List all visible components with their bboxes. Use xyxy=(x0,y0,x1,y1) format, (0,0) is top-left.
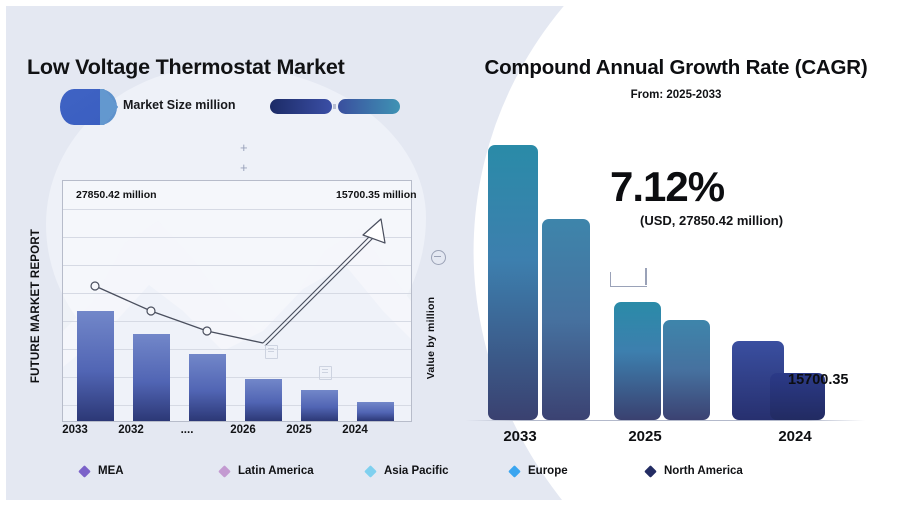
plus-icon: + xyxy=(240,140,248,155)
trend-marker xyxy=(202,326,212,336)
bar-2033-primary xyxy=(488,145,538,420)
legend-item-asia-pacific[interactable]: Asia Pacific xyxy=(364,464,449,478)
gridline xyxy=(63,209,411,210)
x-tick-2025: 2025 xyxy=(628,428,662,445)
growth-arrow-icon xyxy=(262,218,386,347)
pill-swatch-teal-icon xyxy=(338,99,400,114)
bar-2033 xyxy=(77,311,114,421)
gridline xyxy=(63,349,411,350)
x-tick-2033: 2033 xyxy=(503,428,537,445)
bracket-decoration xyxy=(610,272,647,287)
market-size-legend-label: Market Size million xyxy=(123,98,236,112)
x-tick-2024: 2024 xyxy=(342,424,368,436)
gridline xyxy=(63,237,411,238)
legend-item-europe[interactable]: Europe xyxy=(508,464,568,478)
legend-swatch-icon xyxy=(508,464,521,478)
bar-2033-secondary xyxy=(542,219,590,420)
document-icon xyxy=(265,345,278,359)
gridline xyxy=(63,377,411,378)
bracket-decoration xyxy=(645,268,647,285)
right-value-label: 15700.35 xyxy=(788,372,849,388)
minus-circle-icon xyxy=(431,250,446,265)
legend-item-mea[interactable]: MEA xyxy=(78,464,124,478)
pill-swatch-dark-icon xyxy=(270,99,332,114)
document-icon xyxy=(319,366,332,380)
cagr-value: 7.12% xyxy=(610,163,725,210)
legend-swatch-icon xyxy=(644,464,657,478)
right-chart-baseline xyxy=(465,420,865,421)
legend-item-latin-america[interactable]: Latin America xyxy=(218,464,314,478)
legend-swatch-icon xyxy=(364,464,377,478)
x-tick-2024: 2024 xyxy=(778,428,812,445)
bar-2025 xyxy=(301,390,338,421)
x-tick-2033: 2033 xyxy=(62,424,88,436)
market-size-badge-row: Market Size million xyxy=(60,89,400,125)
x-tick-ellipsis: .... xyxy=(180,424,194,436)
legend-label: Europe xyxy=(528,465,568,477)
x-tick-2026: 2026 xyxy=(230,424,256,436)
gridline xyxy=(63,321,411,322)
left-value-annotation: 27850.42 million xyxy=(76,189,157,201)
bar-2032 xyxy=(133,334,170,421)
bar-2025-secondary xyxy=(663,320,710,420)
legend-swatch-icon xyxy=(78,464,91,478)
gridline xyxy=(63,405,411,406)
bar-2025-primary xyxy=(614,302,661,420)
pill-separator-icon xyxy=(333,104,336,109)
plus-icon: + xyxy=(240,160,248,175)
trend-line xyxy=(94,285,264,344)
left-bars-group xyxy=(77,218,394,421)
legend-label: MEA xyxy=(98,465,124,477)
bar-2026 xyxy=(245,379,282,421)
legend-swatch-icon xyxy=(218,464,231,478)
hexagon-logo-icon xyxy=(60,89,118,125)
cagr-subtitle: From: 2025-2033 xyxy=(630,89,722,101)
trend-marker xyxy=(90,281,100,291)
trend-marker xyxy=(146,306,156,316)
cagr-note: (USD, 27850.42 million) xyxy=(640,213,784,228)
bar-2024 xyxy=(357,402,394,421)
gridline xyxy=(63,265,411,266)
inner-y-axis-label: Value by million xyxy=(425,296,437,380)
x-tick-2025: 2025 xyxy=(286,424,312,436)
legend-label: North America xyxy=(664,465,743,477)
right-value-annotation: 15700.35 million xyxy=(336,189,417,201)
right-bars-group xyxy=(488,145,825,420)
page-title: Low Voltage Thermostat Market xyxy=(27,55,345,79)
legend: MEA Latin America Asia Pacific Europe No… xyxy=(78,464,800,485)
legend-item-north-america[interactable]: North America xyxy=(644,464,743,478)
gridline xyxy=(63,293,411,294)
legend-label: Latin America xyxy=(238,465,314,477)
legend-label: Asia Pacific xyxy=(384,465,449,477)
bar-ellipsis xyxy=(189,354,226,421)
bar-2024-secondary xyxy=(770,373,825,420)
cagr-title: Compound Annual Growth Rate (CAGR) xyxy=(484,56,868,79)
left-chart-plot-area xyxy=(62,180,412,422)
x-tick-2032: 2032 xyxy=(118,424,144,436)
outer-y-axis-label: FUTURE MARKET REPORT xyxy=(30,228,42,384)
